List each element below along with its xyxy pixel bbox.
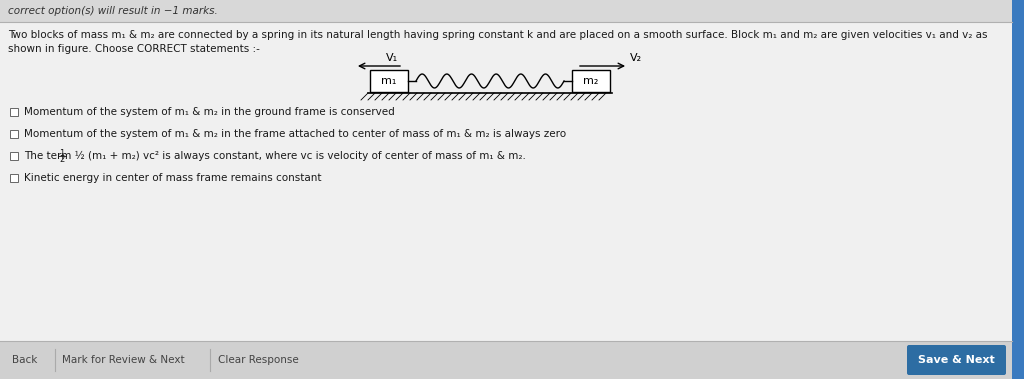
Text: Mark for Review & Next: Mark for Review & Next [62,355,184,365]
Text: m₁: m₁ [381,76,396,86]
Text: Clear Response: Clear Response [218,355,299,365]
Text: 1: 1 [59,149,65,158]
Bar [0,0,1012,22]
Bar [10,174,18,182]
Text: correct option(s) will result in −1 marks.: correct option(s) will result in −1 mark… [8,6,218,16]
Text: V₂: V₂ [630,53,642,63]
Bar [10,152,18,160]
Text: The term ½ (m₁ + m₂) vᴄ² is always constant, where vᴄ is velocity of center of m: The term ½ (m₁ + m₂) vᴄ² is always const… [24,151,526,161]
Bar [1012,0,1024,379]
Text: Kinetic energy in center of mass frame remains constant: Kinetic energy in center of mass frame r… [24,173,322,183]
Text: Two blocks of mass m₁ & m₂ are connected by a spring in its natural length havin: Two blocks of mass m₁ & m₂ are connected… [8,30,987,40]
Bar [10,108,18,116]
Text: 2: 2 [59,155,65,163]
Text: V₁: V₁ [386,53,398,63]
Bar [0,341,1012,379]
Text: Momentum of the system of m₁ & m₂ in the frame attached to center of mass of m₁ : Momentum of the system of m₁ & m₂ in the… [24,129,566,139]
Text: Back: Back [12,355,37,365]
Text: Save & Next: Save & Next [919,355,995,365]
Bar [572,70,610,92]
Bar [10,130,18,138]
Text: Momentum of the system of m₁ & m₂ in the ground frame is conserved: Momentum of the system of m₁ & m₂ in the… [24,107,394,117]
Text: shown in figure. Choose CORRECT statements :-: shown in figure. Choose CORRECT statemen… [8,44,260,54]
Bar [0,22,1012,341]
Bar [370,70,408,92]
Text: m₂: m₂ [584,76,599,86]
FancyBboxPatch shape [907,345,1006,375]
